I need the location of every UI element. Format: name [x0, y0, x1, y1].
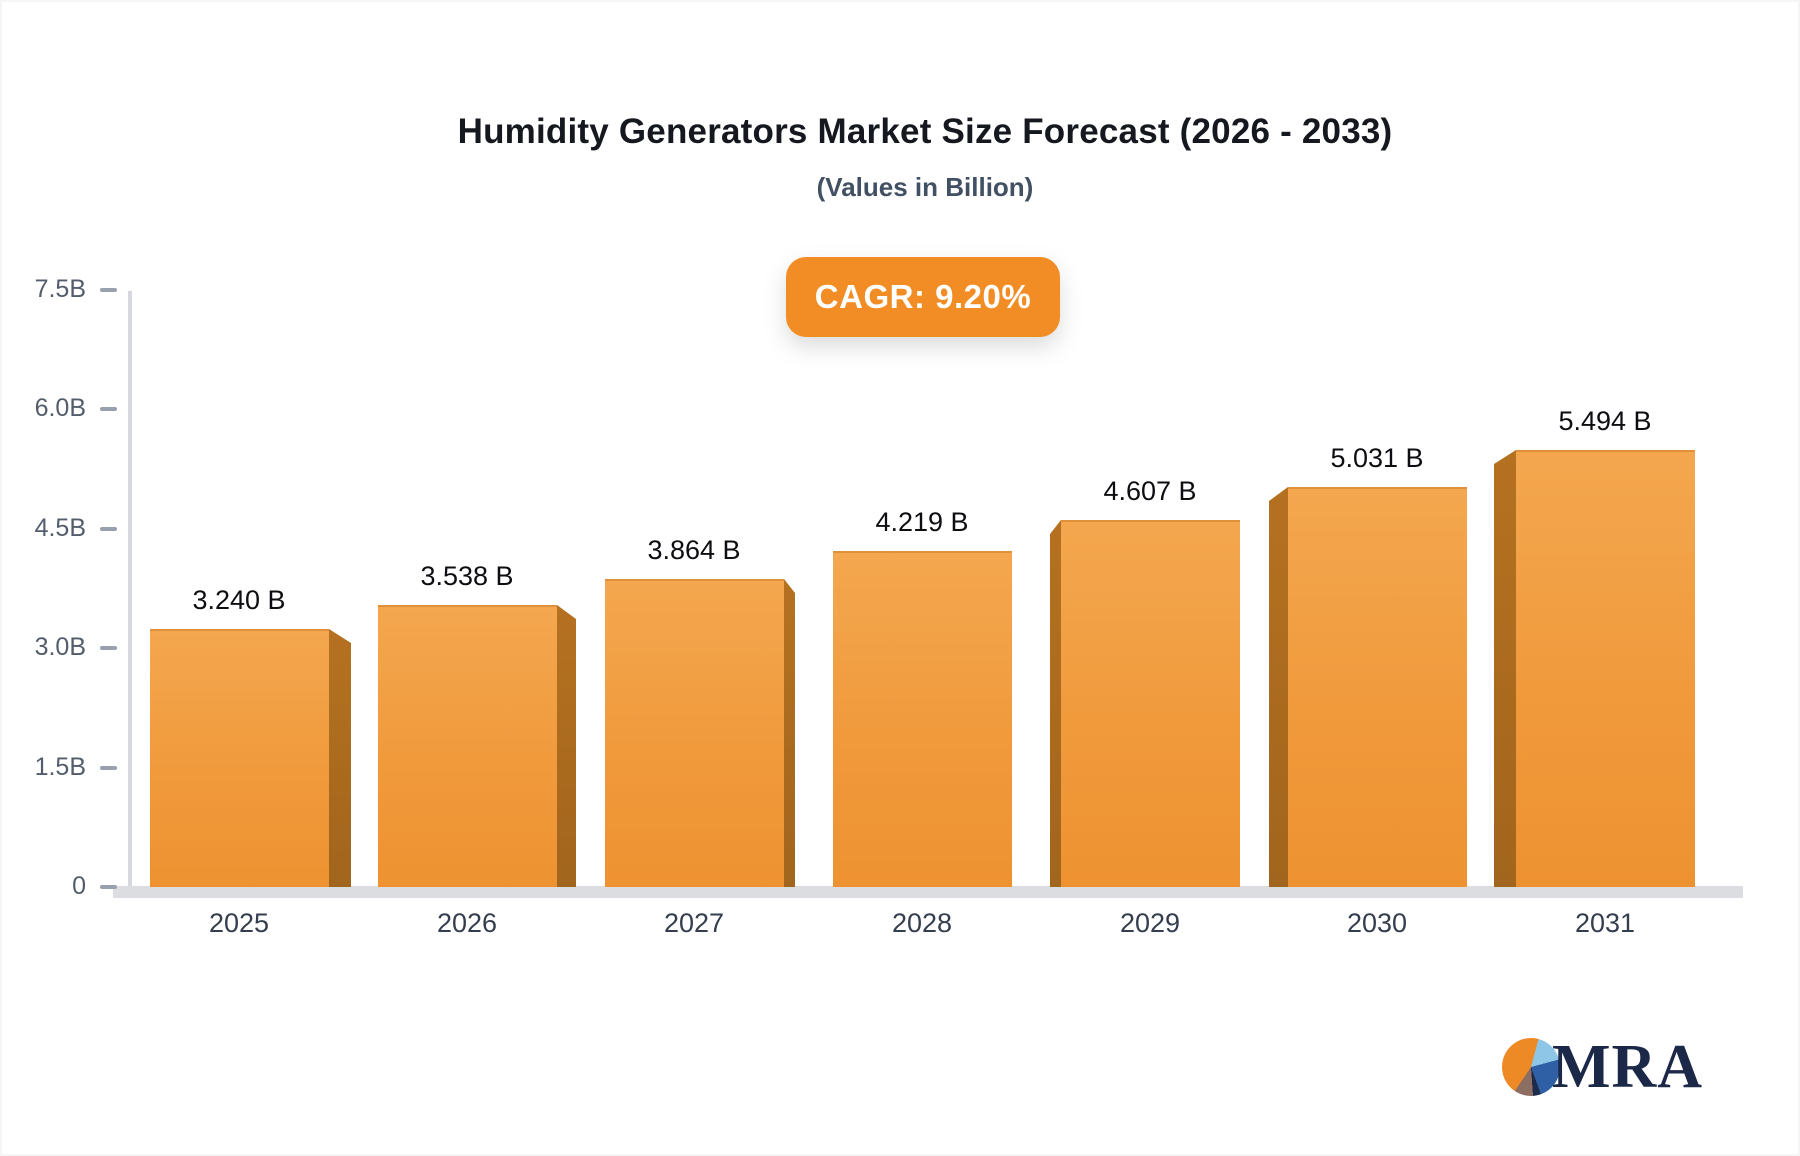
bar-value-label: 4.219 B	[875, 507, 969, 537]
bar-2031	[1516, 450, 1695, 887]
bar-3d-side-left	[1494, 450, 1516, 887]
bar-3d-side-right	[784, 579, 795, 887]
bar-2026	[378, 605, 557, 887]
bar-value-label: 3.240 B	[192, 585, 286, 615]
y-axis-tick-label: 3.0B	[34, 633, 86, 662]
pie-chart-logo-icon	[1502, 1038, 1560, 1096]
y-axis-tick-mark	[100, 407, 117, 412]
x-axis-label-2028: 2028	[891, 908, 953, 938]
bar-3d-side-left	[1269, 487, 1288, 887]
bar-value-label: 4.607 B	[1103, 476, 1197, 506]
y-axis-tick-label: 1.5B	[34, 752, 86, 781]
x-axis-label-2030: 2030	[1346, 908, 1408, 938]
bar-value-label: 3.538 B	[420, 561, 514, 591]
bar-2028	[833, 551, 1012, 887]
x-axis-label-2031: 2031	[1574, 908, 1636, 938]
bar-value-label: 5.494 B	[1558, 406, 1652, 436]
chart-subtitle: (Values in Billion)	[816, 172, 1034, 202]
bar-value-label: 5.031 B	[1330, 443, 1424, 473]
x-axis-label-2026: 2026	[436, 908, 498, 938]
y-axis-tick-label: 7.5B	[34, 275, 86, 303]
cagr-badge-label: CAGR: 9.20%	[814, 278, 1032, 315]
y-axis-tick-mark	[100, 526, 117, 531]
x-axis-label-2027: 2027	[663, 908, 725, 938]
chart-title: Humidity Generators Market Size Forecast…	[457, 112, 1393, 151]
cagr-badge: CAGR: 9.20%	[786, 257, 1060, 337]
bar-2029	[1061, 520, 1240, 887]
bar-2030	[1288, 487, 1467, 887]
y-axis-tick-mark	[100, 765, 117, 770]
y-axis-line	[128, 291, 132, 887]
brand-logo: MRA	[1502, 1032, 1703, 1102]
bar-value-label: 3.864 B	[647, 535, 741, 565]
y-axis-tick-mark	[100, 885, 117, 889]
y-axis-tick-label: 6.0B	[34, 394, 86, 423]
x-axis-baseline	[113, 886, 1743, 898]
x-axis-label-2029: 2029	[1119, 908, 1181, 938]
x-axis-label-2025: 2025	[208, 908, 270, 938]
y-axis-tick-mark	[100, 646, 117, 651]
y-axis-tick-mark	[100, 288, 117, 292]
bar-2027	[605, 579, 784, 887]
y-axis-tick-label: 4.5B	[34, 513, 86, 542]
bar-3d-side-left	[1050, 520, 1061, 887]
brand-logo-text: MRA	[1552, 1033, 1704, 1101]
bar-3d-side-right	[329, 629, 351, 887]
bar-2025	[150, 629, 329, 887]
bar-3d-side-right	[557, 605, 576, 887]
y-axis-tick-label: 0	[72, 872, 86, 900]
